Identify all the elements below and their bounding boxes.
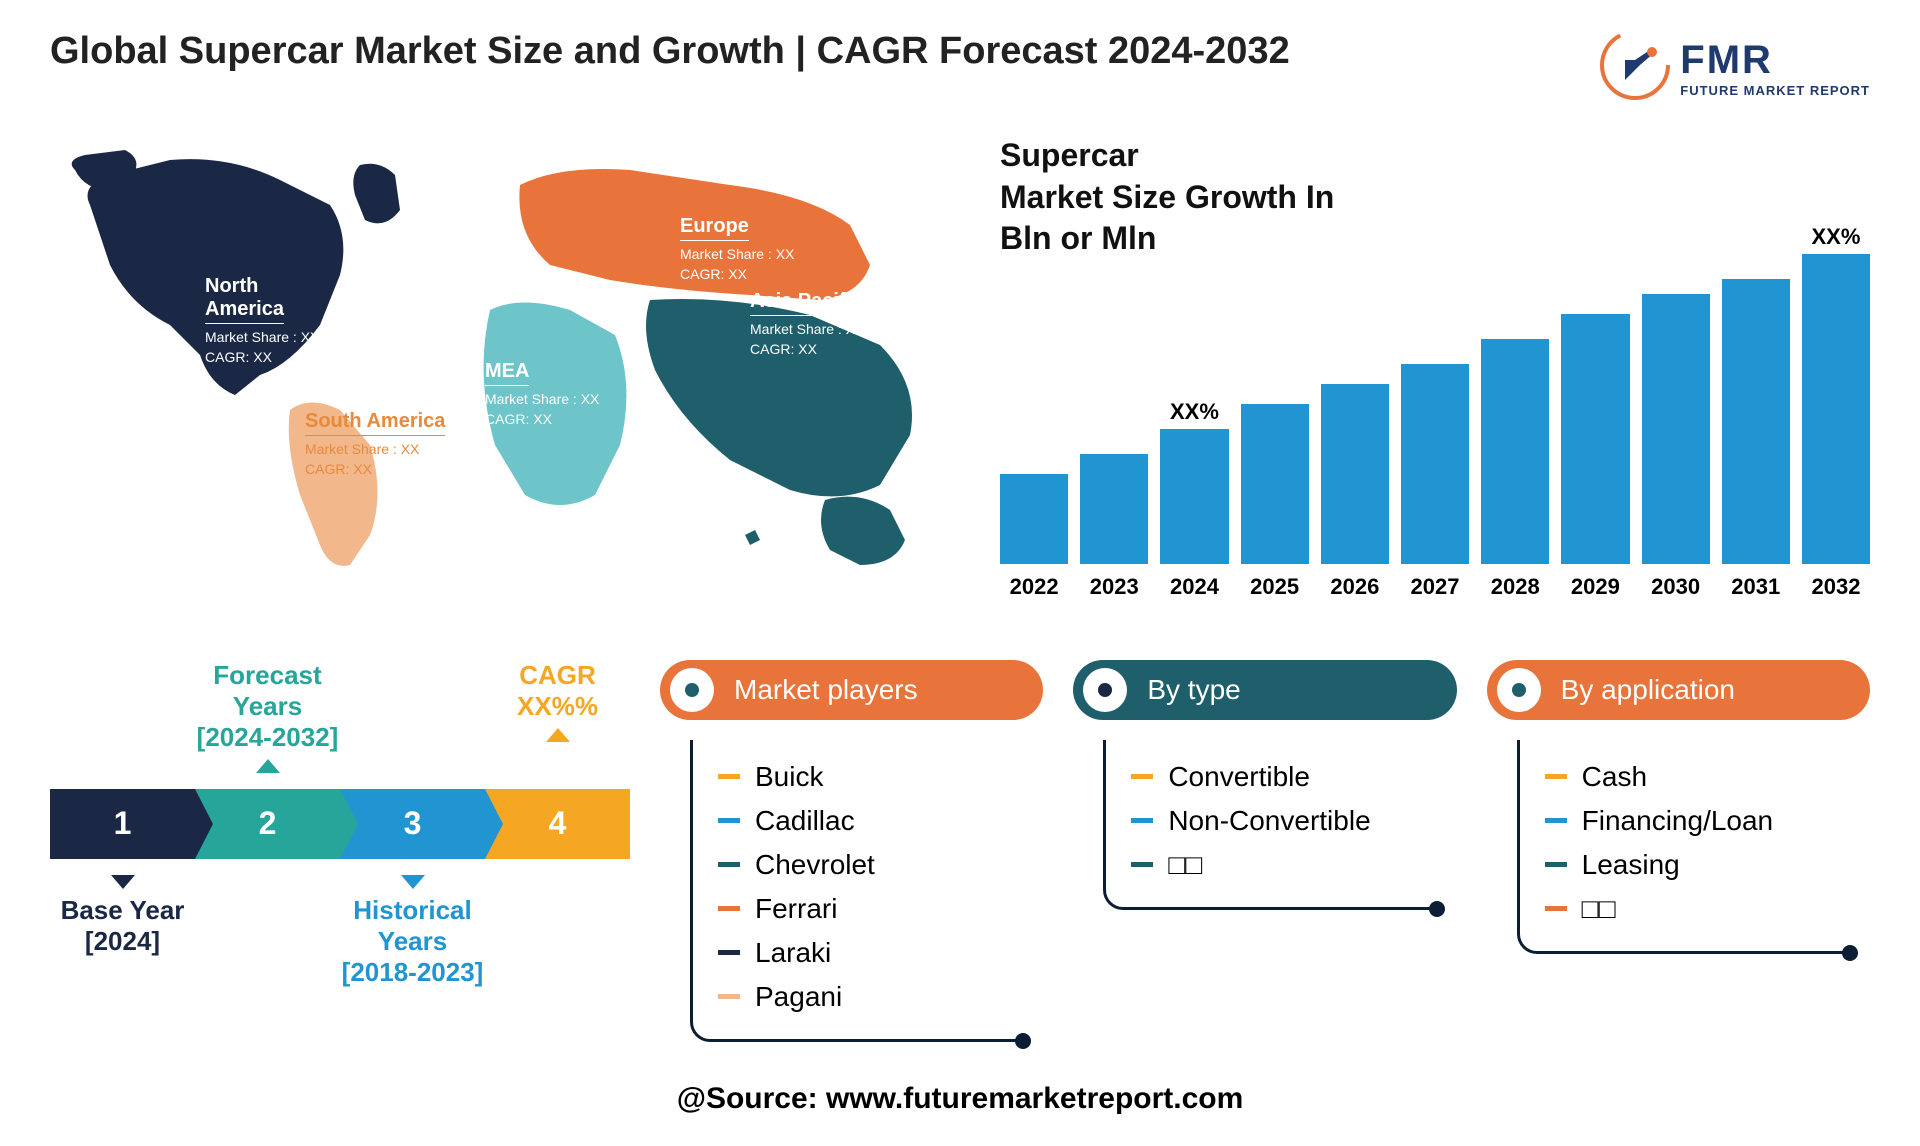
cat-item: Laraki — [718, 931, 1023, 975]
cat-dot-icon — [670, 668, 714, 712]
cat-list: BuickCadillacChevroletFerrariLarakiPagan… — [690, 740, 1023, 1042]
bar-year-label: 2026 — [1330, 574, 1379, 600]
cat-item: Cadillac — [718, 799, 1023, 843]
region-label-na: NorthAmericaMarket Share : XXCAGR: XX — [205, 275, 319, 367]
top-row: NorthAmericaMarket Share : XXCAGR: XX Sou… — [50, 135, 1870, 600]
cat-list: ConvertibleNon-Convertible□□ — [1103, 740, 1436, 910]
bar-year-label: 2025 — [1250, 574, 1299, 600]
bar-2023: 2023 — [1080, 454, 1148, 600]
historical-label: Historical Years [2018-2023] — [340, 869, 485, 988]
bar-year-label: 2030 — [1651, 574, 1700, 600]
cat-header: By application — [1487, 660, 1870, 720]
region-label-ap: Asia PacificMarket Share : XXCAGR: XX — [750, 290, 864, 359]
timeline: Forecast Years [2024-2032] CAGR XX%% 123… — [50, 660, 630, 1042]
cat-item: □□ — [1545, 887, 1850, 931]
cat-dot-icon — [1497, 668, 1541, 712]
forecast-label: Forecast Years [2024-2032] — [195, 660, 340, 779]
bar-2030: 2030 — [1642, 294, 1710, 600]
timeline-block-3: 3 — [340, 789, 485, 859]
cat-header: By type — [1073, 660, 1456, 720]
category-2: By application CashFinancing/LoanLeasing… — [1487, 660, 1870, 1042]
cat-item: Chevrolet — [718, 843, 1023, 887]
categories-row: Market players BuickCadillacChevroletFer… — [660, 660, 1870, 1042]
cat-header: Market players — [660, 660, 1043, 720]
region-label-eu: EuropeMarket Share : XXCAGR: XX — [680, 215, 794, 284]
timeline-block-4: 4 — [485, 789, 630, 859]
category-1: By type ConvertibleNon-Convertible□□ — [1073, 660, 1456, 1042]
fmr-logo: FMR FUTURE MARKET REPORT — [1600, 30, 1870, 105]
header: Global Supercar Market Size and Growth |… — [50, 30, 1870, 105]
timeline-block-1: 1 — [50, 789, 195, 859]
world-map: NorthAmericaMarket Share : XXCAGR: XX Sou… — [50, 135, 950, 575]
bar-2024: XX%2024 — [1160, 429, 1228, 600]
timeline-blocks: 1234 — [50, 789, 630, 859]
cat-item: Convertible — [1131, 755, 1436, 799]
bar-year-label: 2032 — [1811, 574, 1860, 600]
cat-item: Buick — [718, 755, 1023, 799]
bar-annot-2032: XX% — [1812, 224, 1861, 250]
cat-item: Ferrari — [718, 887, 1023, 931]
bar-year-label: 2028 — [1491, 574, 1540, 600]
cat-list: CashFinancing/LoanLeasing□□ — [1517, 740, 1850, 954]
bar-2025: 2025 — [1241, 404, 1309, 600]
cat-item: □□ — [1131, 843, 1436, 887]
bar-year-label: 2022 — [1010, 574, 1059, 600]
cat-title: By type — [1147, 674, 1240, 706]
bar-annot-2024: XX% — [1170, 399, 1219, 425]
logo-fmr: FMR — [1680, 38, 1870, 83]
category-0: Market players BuickCadillacChevroletFer… — [660, 660, 1043, 1042]
chart-title: SupercarMarket Size Growth InBln or Mln — [1000, 135, 1870, 260]
bar-year-label: 2029 — [1571, 574, 1620, 600]
cat-item: Non-Convertible — [1131, 799, 1436, 843]
bar-year-label: 2023 — [1090, 574, 1139, 600]
page-title: Global Supercar Market Size and Growth |… — [50, 30, 1290, 73]
bar-2026: 2026 — [1321, 384, 1389, 600]
bar-2027: 2027 — [1401, 364, 1469, 600]
bar-2032: XX%2032 — [1802, 254, 1870, 600]
bar-2028: 2028 — [1481, 339, 1549, 600]
cat-title: By application — [1561, 674, 1735, 706]
bar-2022: 2022 — [1000, 474, 1068, 600]
footer-source: @Source: www.futuremarketreport.com — [0, 1082, 1920, 1116]
bar-chart: 20222023XX%20242025202620272028202920302… — [1000, 280, 1870, 600]
timeline-block-2: 2 — [195, 789, 340, 859]
bar-year-label: 2024 — [1170, 574, 1219, 600]
cagr-label: CAGR XX%% — [485, 660, 630, 779]
logo-text: FMR FUTURE MARKET REPORT — [1680, 38, 1870, 98]
region-label-sa: South AmericaMarket Share : XXCAGR: XX — [305, 410, 445, 479]
bar-2031: 2031 — [1722, 279, 1790, 600]
cat-item: Leasing — [1545, 843, 1850, 887]
bottom-row: Forecast Years [2024-2032] CAGR XX%% 123… — [50, 660, 1870, 1042]
cat-title: Market players — [734, 674, 918, 706]
region-label-mea: MEAMarket Share : XXCAGR: XX — [485, 360, 599, 429]
base-year-label: Base Year [2024] — [50, 869, 195, 988]
logo-icon — [1600, 30, 1670, 105]
bar-year-label: 2027 — [1411, 574, 1460, 600]
bar-2029: 2029 — [1561, 314, 1629, 600]
logo-sub: FUTURE MARKET REPORT — [1680, 83, 1870, 98]
cat-item: Financing/Loan — [1545, 799, 1850, 843]
cat-dot-icon — [1083, 668, 1127, 712]
bar-year-label: 2031 — [1731, 574, 1780, 600]
cat-item: Cash — [1545, 755, 1850, 799]
cat-item: Pagani — [718, 975, 1023, 1019]
bar-chart-section: SupercarMarket Size Growth InBln or Mln … — [980, 135, 1870, 600]
